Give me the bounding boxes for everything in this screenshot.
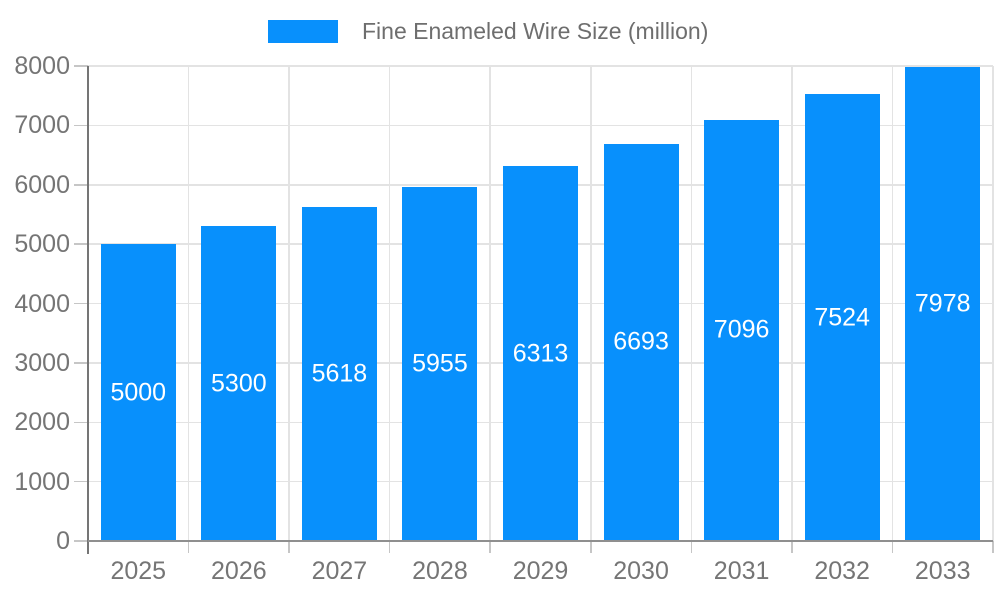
y-tick-label: 4000 <box>14 289 70 318</box>
x-tick <box>288 541 290 553</box>
y-tick <box>74 540 88 542</box>
bar <box>905 67 981 541</box>
bar-value-label: 6693 <box>613 327 669 356</box>
y-gridline <box>88 124 993 127</box>
bar <box>804 94 880 541</box>
bar-value-label: 5955 <box>412 349 468 378</box>
y-tick <box>74 65 88 67</box>
y-tick-label: 7000 <box>14 111 70 140</box>
y-tick-label: 0 <box>56 527 70 555</box>
y-tick-label: 1000 <box>14 467 70 496</box>
y-axis-line <box>87 66 89 554</box>
legend-label: Fine Enameled Wire Size (million) <box>362 18 709 44</box>
y-tick-label: 3000 <box>14 348 70 377</box>
x-tick <box>992 541 994 553</box>
x-tick-label: 2026 <box>211 557 267 585</box>
x-tick <box>388 541 391 553</box>
x-gridline <box>187 66 190 541</box>
x-tick <box>590 541 592 553</box>
x-gridline <box>288 66 290 541</box>
x-gridline <box>690 66 693 541</box>
y-gridline <box>88 65 993 67</box>
x-tick-label: 2029 <box>512 557 569 585</box>
y-tick-label: 8000 <box>14 52 70 80</box>
y-tick <box>74 124 88 127</box>
y-tick <box>74 243 88 245</box>
x-axis-line <box>88 540 993 542</box>
x-gridline <box>992 66 994 541</box>
bar <box>301 207 377 541</box>
bar-value-label: 7524 <box>814 303 870 332</box>
bar <box>201 226 277 541</box>
x-gridline <box>388 66 391 541</box>
y-tick-label: 2000 <box>14 408 70 437</box>
y-tick <box>74 184 88 186</box>
x-tick-label: 2032 <box>814 557 870 585</box>
bar <box>402 187 478 541</box>
x-tick-label: 2025 <box>110 557 167 585</box>
x-tick <box>690 541 693 553</box>
bar <box>704 119 780 541</box>
x-gridline <box>891 66 894 541</box>
legend-swatch <box>268 20 338 43</box>
bar-value-label: 5000 <box>110 378 167 407</box>
x-tick <box>791 541 793 553</box>
x-tick <box>489 541 491 553</box>
bar-value-label: 5300 <box>211 369 267 398</box>
x-tick-label: 2030 <box>613 557 669 585</box>
x-tick-label: 2027 <box>311 557 368 585</box>
bar <box>603 143 679 541</box>
y-tick-label: 5000 <box>14 230 70 259</box>
bar-value-label: 5618 <box>311 359 368 388</box>
x-tick-label: 2028 <box>412 557 468 585</box>
x-gridline <box>489 66 491 541</box>
x-gridline <box>590 66 592 541</box>
y-tick <box>74 421 88 423</box>
bar <box>503 166 578 541</box>
x-gridline <box>791 66 793 541</box>
x-tick-label: 2033 <box>914 557 971 585</box>
bar <box>100 244 176 541</box>
bar-value-label: 6313 <box>512 339 569 368</box>
x-tick <box>891 541 894 553</box>
x-tick-label: 2031 <box>713 557 770 585</box>
y-tick-label: 6000 <box>14 170 70 199</box>
y-tick <box>74 362 88 364</box>
y-tick <box>74 302 88 305</box>
bar-value-label: 7978 <box>914 289 971 318</box>
bar-value-label: 7096 <box>713 315 770 344</box>
x-tick <box>187 541 190 553</box>
y-tick <box>74 480 88 483</box>
